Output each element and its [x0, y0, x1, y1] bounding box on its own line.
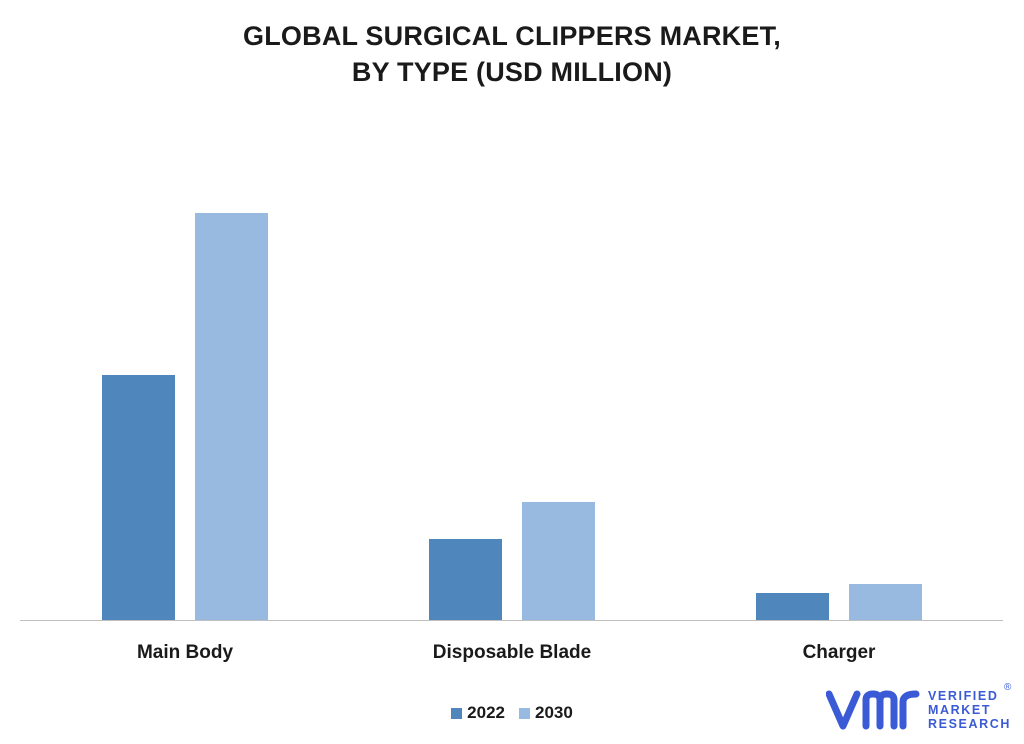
logo-wordmark: VERIFIED MARKET RESEARCH: [928, 689, 1011, 731]
registered-mark: ®: [1004, 682, 1012, 693]
legend-swatch-2022: [451, 707, 463, 719]
bar-chart: Main Body Disposable Blade Charger: [20, 213, 1003, 663]
legend-item-2030: 2030: [519, 703, 573, 723]
bar-disposable-blade-2030: [522, 502, 595, 620]
legend: 2022 2030: [0, 703, 1024, 723]
category-label-charger: Charger: [803, 642, 876, 663]
bar-main-body-2022: [102, 375, 175, 620]
legend-swatch-2030: [519, 707, 530, 719]
verified-market-research-logo: VERIFIED MARKET RESEARCH ®: [825, 682, 1016, 736]
bar-disposable-blade-2022: [429, 539, 502, 620]
legend-item-2022: 2022: [451, 703, 505, 723]
vmr-logo-mark-icon: [825, 690, 920, 730]
logo-line-2: MARKET: [928, 703, 992, 717]
legend-label-2030: 2030: [535, 703, 573, 722]
logo-line-3: RESEARCH: [928, 717, 1011, 731]
bar-main-body-2030: [195, 213, 268, 620]
bar-charger-2030: [849, 584, 922, 620]
category-label-main-body: Main Body: [137, 642, 233, 663]
chart-title-line-2: BY TYPE (USD MILLION): [351, 57, 673, 87]
chart-title: GLOBAL SURGICAL CLIPPERS MARKET, BY TYPE…: [0, 18, 1024, 90]
logo-line-1: VERIFIED: [928, 689, 999, 703]
chart-title-line-1: GLOBAL SURGICAL CLIPPERS MARKET,: [243, 21, 781, 51]
legend-label-2022: 2022: [467, 703, 505, 722]
bar-charger-2022: [756, 593, 829, 620]
category-label-disposable-blade: Disposable Blade: [433, 642, 591, 663]
